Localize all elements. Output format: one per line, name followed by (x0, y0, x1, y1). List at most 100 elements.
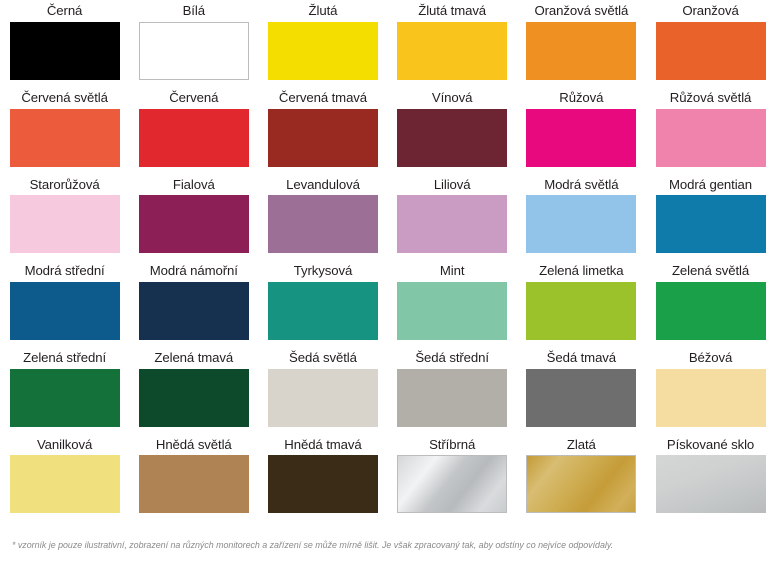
swatch-color-chip[interactable] (397, 195, 508, 254)
swatch-label: Starorůžová (29, 176, 100, 192)
swatch-label: Červená tmavá (278, 90, 368, 106)
swatch-cell[interactable]: Hnědá světlá (129, 433, 258, 520)
swatch-color-chip[interactable] (9, 368, 120, 427)
swatch-cell[interactable]: Zelená tmavá (129, 347, 258, 434)
swatch-cell[interactable]: Růžová světlá (646, 87, 775, 174)
swatch-label: Žlutá tmavá (418, 3, 487, 19)
swatch-color-chip[interactable] (526, 282, 637, 341)
swatch-cell[interactable]: Bílá (129, 0, 258, 87)
swatch-label: Zelená střední (23, 350, 107, 366)
swatch-color-chip[interactable] (267, 368, 378, 427)
swatch-cell[interactable]: Vanilková (0, 433, 129, 520)
swatch-color-chip[interactable] (267, 22, 378, 80)
swatch-color-chip[interactable] (526, 108, 637, 167)
swatch-cell[interactable]: Červená světlá (0, 87, 129, 174)
swatch-cell[interactable]: Béžová (646, 347, 775, 434)
swatch-label: Zelená limetka (539, 263, 624, 279)
swatch-label: Fialová (172, 176, 215, 192)
swatch-label: Modrá námořní (149, 263, 238, 279)
swatch-label: Zelená tmavá (154, 350, 234, 366)
swatch-cell[interactable]: Zelená limetka (517, 260, 646, 347)
swatch-label: Vínová (431, 90, 473, 106)
swatch-cell[interactable]: Hnědá tmavá (258, 433, 387, 520)
swatch-color-chip[interactable] (655, 195, 766, 254)
swatch-color-chip[interactable] (9, 22, 120, 80)
footnote-disclaimer: * vzorník je pouze ilustrativní, zobraze… (12, 540, 614, 550)
swatch-color-chip[interactable] (397, 108, 508, 167)
swatch-cell[interactable]: Žlutá tmavá (388, 0, 517, 87)
swatch-color-chip[interactable] (655, 108, 766, 167)
swatch-color-chip[interactable] (655, 368, 766, 427)
swatch-color-chip[interactable] (138, 22, 249, 80)
swatch-color-chip[interactable] (9, 195, 120, 254)
swatch-color-chip[interactable] (267, 108, 378, 167)
swatch-cell[interactable]: Červená tmavá (258, 87, 387, 174)
swatch-cell[interactable]: Modrá střední (0, 260, 129, 347)
swatch-cell[interactable]: Modrá světlá (517, 173, 646, 260)
swatch-cell[interactable]: Žlutá (258, 0, 387, 87)
swatch-cell[interactable]: Levandulová (258, 173, 387, 260)
swatch-label: Levandulová (286, 176, 360, 192)
swatch-label: Zlatá (566, 436, 596, 452)
swatch-cell[interactable]: Tyrkysová (258, 260, 387, 347)
swatch-cell[interactable]: Červená (129, 87, 258, 174)
swatch-label: Červená (169, 90, 219, 106)
swatch-cell[interactable]: Šedá světlá (258, 347, 387, 434)
swatch-cell[interactable]: Oranžová světlá (517, 0, 646, 87)
swatch-label: Modrá střední (24, 263, 105, 279)
swatch-color-chip[interactable] (526, 22, 637, 80)
swatch-label: Šedá střední (415, 350, 489, 366)
swatch-cell[interactable]: Mint (388, 260, 517, 347)
swatch-cell[interactable]: Černá (0, 0, 129, 87)
swatch-label: Černá (46, 3, 83, 19)
swatch-color-chip[interactable] (138, 108, 249, 167)
swatch-cell[interactable]: Liliová (388, 173, 517, 260)
swatch-color-chip[interactable] (655, 455, 766, 514)
swatch-cell[interactable]: Starorůžová (0, 173, 129, 260)
swatch-color-chip[interactable] (138, 455, 249, 514)
swatch-label: Stříbrná (429, 436, 476, 452)
swatch-color-chip[interactable] (267, 282, 378, 341)
swatch-label: Béžová (688, 350, 733, 366)
swatch-label: Červená světlá (21, 90, 108, 106)
swatch-label: Oranžová (682, 3, 739, 19)
swatch-label: Hnědá světlá (155, 436, 232, 452)
swatch-color-chip[interactable] (9, 455, 120, 514)
swatch-color-chip[interactable] (526, 455, 637, 514)
swatch-color-chip[interactable] (655, 22, 766, 80)
swatch-color-chip[interactable] (9, 282, 120, 341)
swatch-color-chip[interactable] (397, 22, 508, 80)
swatch-color-chip[interactable] (397, 282, 508, 341)
swatch-cell[interactable]: Modrá námořní (129, 260, 258, 347)
swatch-cell[interactable]: Zelená střední (0, 347, 129, 434)
swatch-color-chip[interactable] (138, 195, 249, 254)
swatch-cell[interactable]: Pískované sklo (646, 433, 775, 520)
swatch-label: Růžová světlá (669, 90, 752, 106)
swatch-cell[interactable]: Vínová (388, 87, 517, 174)
swatch-color-chip[interactable] (267, 195, 378, 254)
swatch-cell[interactable]: Šedá tmavá (517, 347, 646, 434)
swatch-color-chip[interactable] (526, 195, 637, 254)
swatch-label: Liliová (433, 176, 471, 192)
swatch-color-chip[interactable] (9, 108, 120, 167)
swatch-cell[interactable]: Zlatá (517, 433, 646, 520)
swatch-color-chip[interactable] (138, 368, 249, 427)
swatch-label: Růžová (559, 90, 604, 106)
swatch-cell[interactable]: Stříbrná (388, 433, 517, 520)
swatch-label: Pískované sklo (666, 436, 755, 452)
swatch-color-chip[interactable] (526, 368, 637, 427)
swatch-color-chip[interactable] (267, 455, 378, 514)
swatch-color-chip[interactable] (138, 282, 249, 341)
swatch-color-chip[interactable] (397, 455, 508, 514)
swatch-cell[interactable]: Fialová (129, 173, 258, 260)
swatch-cell[interactable]: Zelená světlá (646, 260, 775, 347)
swatch-label: Modrá gentian (669, 176, 753, 192)
swatch-cell[interactable]: Modrá gentian (646, 173, 775, 260)
swatch-color-chip[interactable] (655, 282, 766, 341)
swatch-cell[interactable]: Šedá střední (388, 347, 517, 434)
swatch-label: Šedá světlá (289, 350, 357, 366)
swatch-cell[interactable]: Oranžová (646, 0, 775, 87)
swatch-color-chip[interactable] (397, 368, 508, 427)
swatch-cell[interactable]: Růžová (517, 87, 646, 174)
